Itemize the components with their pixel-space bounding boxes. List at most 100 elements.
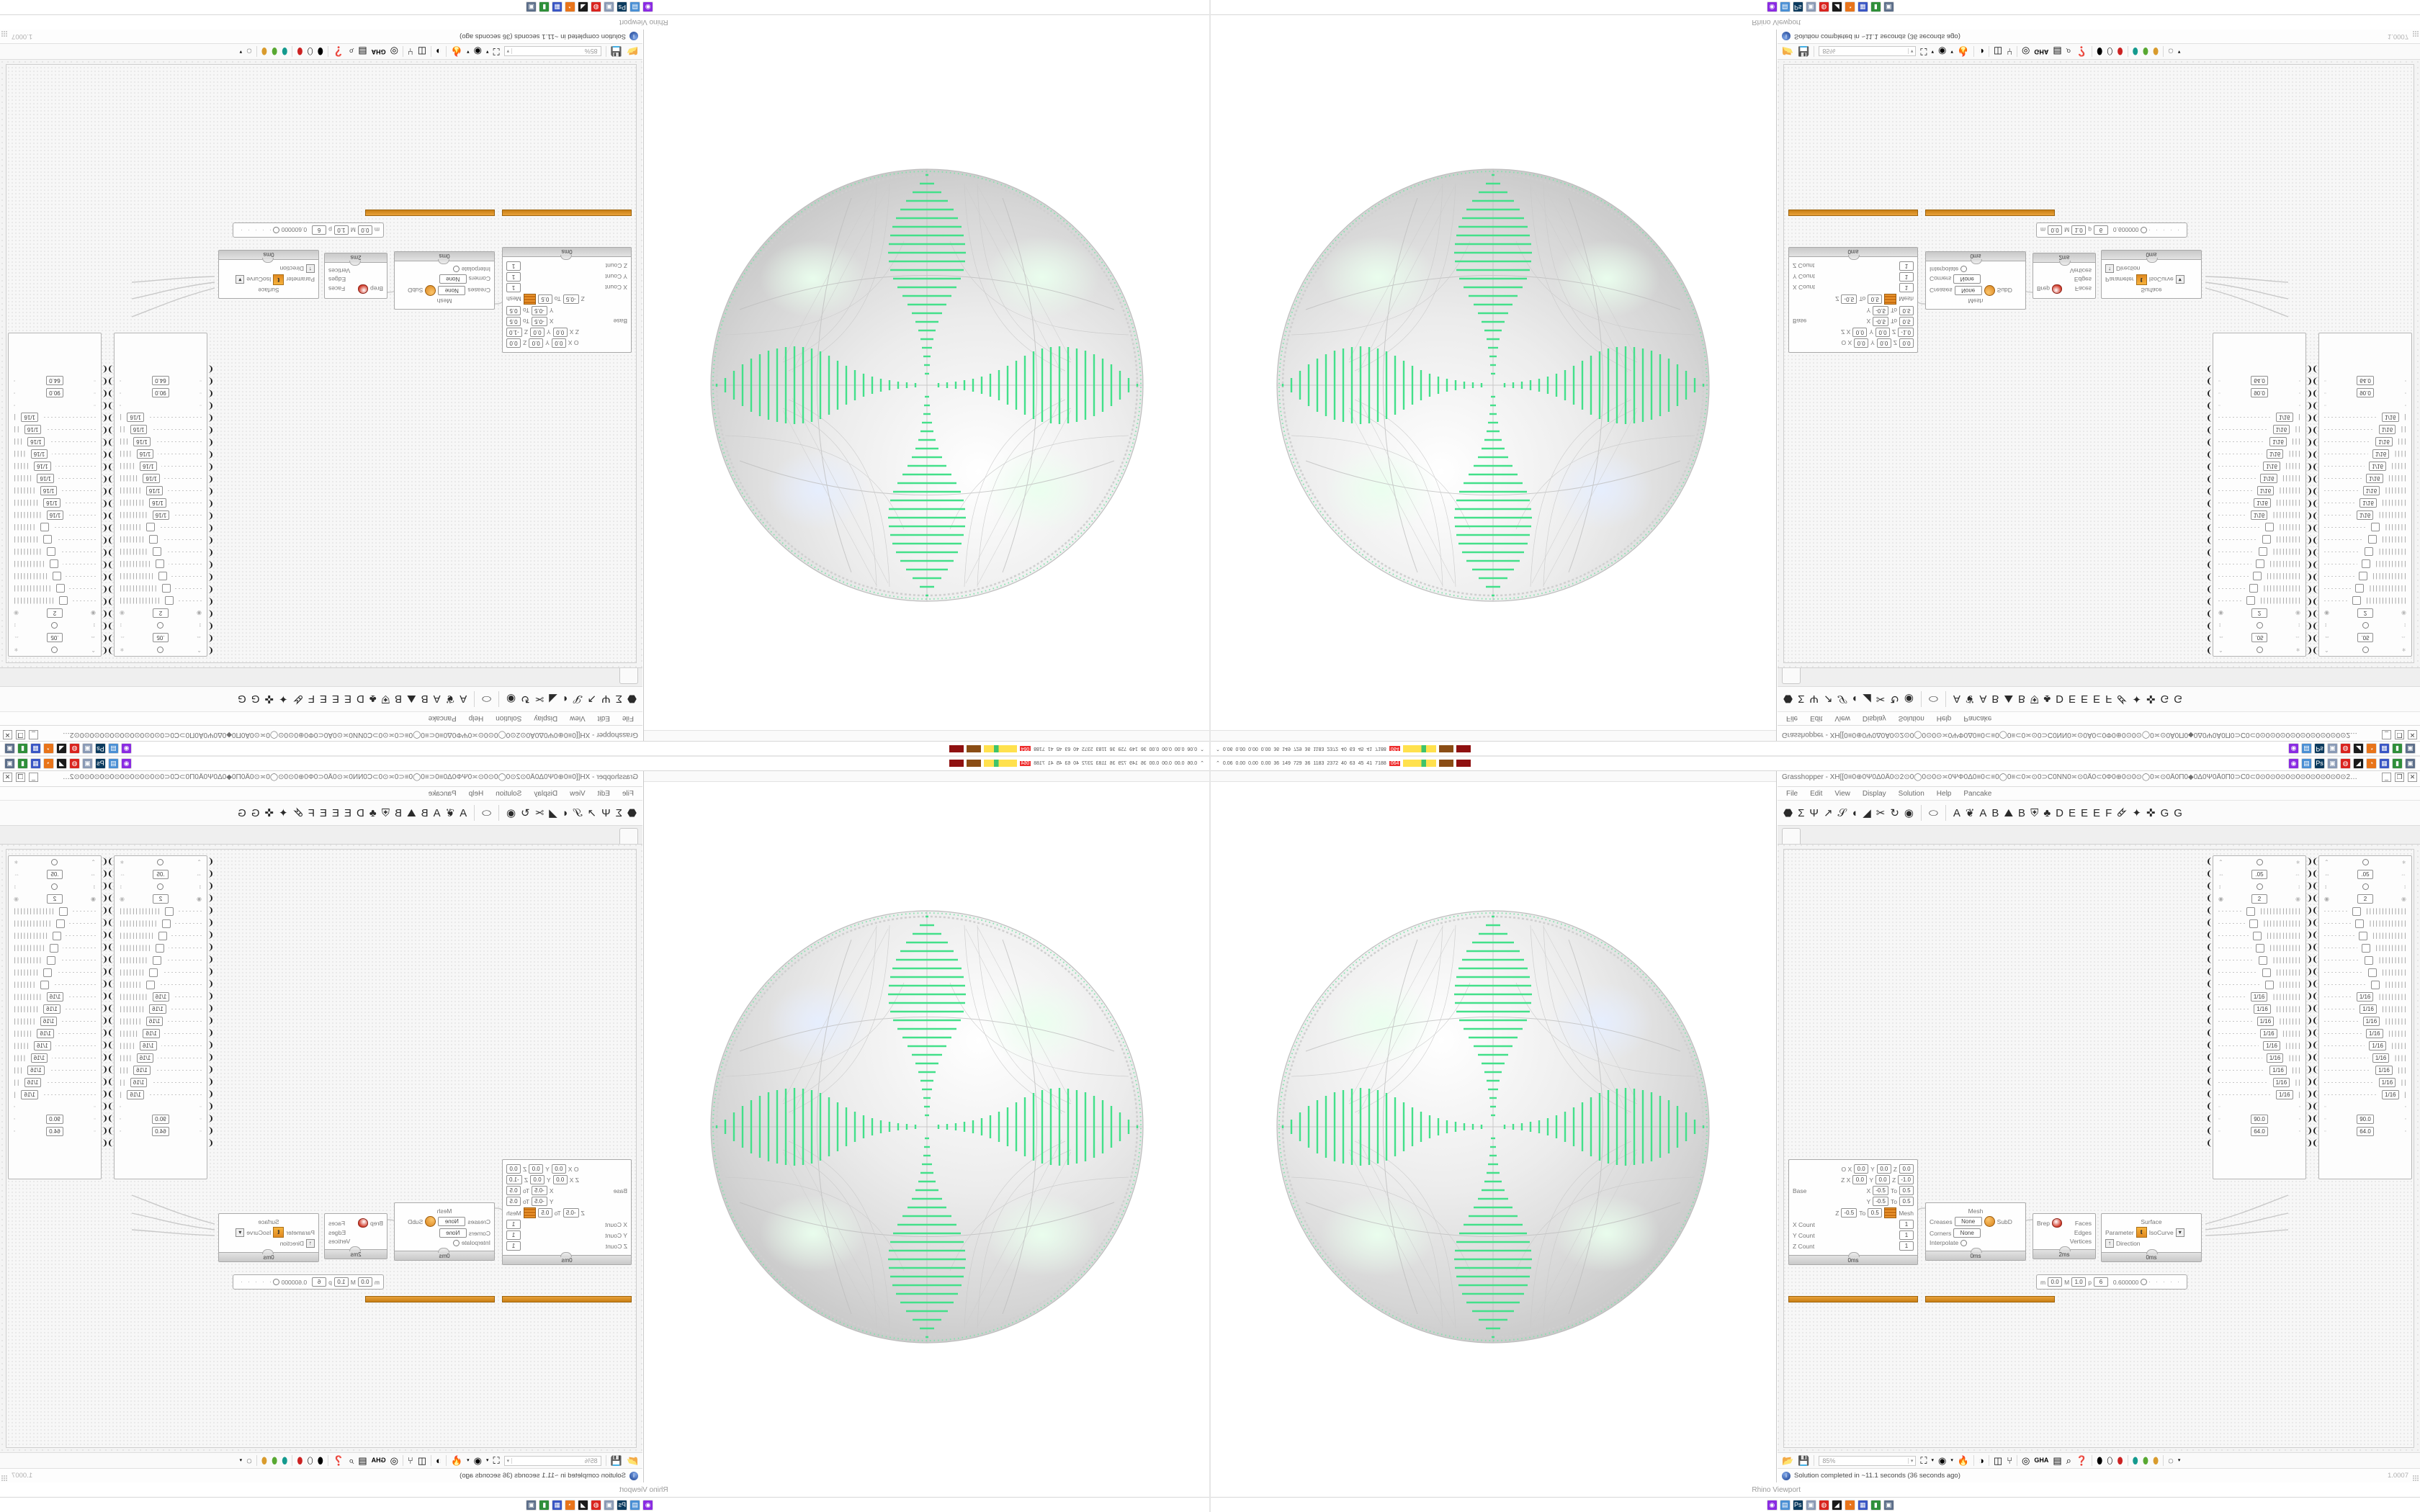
param-pin[interactable]: ❨: [2205, 634, 2213, 642]
param-head-row[interactable]: ⌃ ∗: [115, 644, 207, 656]
taskbar-item-firefox[interactable]: ◔: [2366, 757, 2377, 769]
param-checkbox-row[interactable]: ||||||||||||: [9, 917, 101, 930]
param-pin[interactable]: ❨: [207, 1029, 215, 1038]
param-head-value[interactable]: 2: [2357, 894, 2373, 904]
param-pin[interactable]: ❩: [2411, 644, 2414, 656]
param-fraction-row[interactable]: 1/16 ||||||||: [2213, 1003, 2305, 1015]
param-fraction-value[interactable]: 1/16: [2263, 1041, 2280, 1050]
param-fraction-row[interactable]: 1/16 |||: [115, 1064, 207, 1076]
param-checkbox-row[interactable]: |||||||||||||: [115, 905, 207, 917]
param-pin[interactable]: ❩: [2305, 1041, 2313, 1050]
param-checkbox-row[interactable]: |||||||||||||: [9, 595, 101, 607]
param-pin[interactable]: ❩: [2411, 448, 2414, 460]
menu-item-display[interactable]: Display: [1862, 789, 1886, 798]
param-pin[interactable]: ❩: [2411, 374, 2414, 387]
param-checkbox-row[interactable]: |||||||: [9, 521, 101, 534]
param-checkbox-row[interactable]: ||||||||: [2319, 534, 2411, 546]
param-fraction-value[interactable]: 1/16: [21, 413, 38, 422]
param-pin[interactable]: ❨: [2205, 968, 2213, 976]
window-controls[interactable]: _ ❐ ✕: [2382, 773, 2417, 782]
param-checkbox[interactable]: [161, 919, 171, 928]
param-checkbox[interactable]: [2352, 596, 2361, 606]
param-pin[interactable]: ❨: [207, 389, 215, 397]
param-pin[interactable]: ❨: [207, 474, 215, 483]
param-pin[interactable]: ❨: [2311, 1090, 2319, 1099]
param-checkbox-row[interactable]: |||||||||||||: [9, 905, 101, 917]
param-pin[interactable]: ❨: [101, 474, 109, 483]
param-pin[interactable]: ❨: [207, 511, 215, 520]
taskbar-item-blender[interactable]: ◢: [2353, 743, 2364, 755]
param-pin[interactable]: ❩: [2305, 955, 2313, 964]
param-pin[interactable]: ❩: [2411, 1015, 2414, 1027]
ribbon-icon-e2[interactable]: E: [331, 806, 339, 819]
tab-active-chip[interactable]: [619, 828, 638, 844]
param-pin[interactable]: ❩: [6, 1015, 9, 1027]
viewport-canvas[interactable]: [1210, 771, 1776, 1482]
ribbon-icon-b2[interactable]: B: [394, 806, 402, 819]
param-fraction-value[interactable]: 1/16: [2263, 462, 2280, 471]
param-pin[interactable]: ❩: [2411, 1138, 2414, 1150]
grasshopper-titlebar[interactable]: Grasshopper - XH[[0≡0⊕0Ψ0Δ0Å0⊙2⊙0◯0⊙0⊙≍0…: [0, 725, 642, 741]
intersect-icon[interactable]: ✂: [1876, 806, 1886, 819]
param-checkbox-row[interactable]: |||||||: [115, 521, 207, 534]
curve-icon[interactable]: 𝒮: [573, 693, 583, 706]
param-pin[interactable]: ❩: [2411, 905, 2414, 917]
box-xcount-value[interactable]: 1: [1899, 283, 1914, 292]
maths-icon[interactable]: Σ: [615, 693, 622, 706]
ribbon-toolbar[interactable]: ⬣ Σ Ψ ↗ 𝒮 ◖ ◢ ✂ ↻ ◉ ⬭ A ❦ A B ⛰ B ⛨ ♣ D …: [1778, 801, 2420, 826]
ribbon-icon-a1[interactable]: A: [1953, 693, 1960, 706]
param-head-row[interactable]: ↕ ↕: [2319, 619, 2411, 631]
tab-strip[interactable]: [1778, 826, 2420, 845]
param-checkbox-row[interactable]: ||||||||||: [115, 558, 207, 570]
param-checkbox[interactable]: [2361, 559, 2370, 569]
param-tail-value[interactable]: 64.0: [46, 1127, 63, 1136]
param-pin[interactable]: ❩: [2411, 485, 2414, 497]
param-fraction-row[interactable]: 1/16 ||||||: [2213, 1027, 2305, 1040]
deconstruct-brep-component[interactable]: Brep Faces Edges Vertices 2ms: [324, 253, 387, 299]
param-head-row[interactable]: ⇔ .05 ⇔: [2213, 631, 2305, 644]
param-fraction-value[interactable]: 1/16: [2378, 1078, 2396, 1087]
box-z-from[interactable]: -0.5: [563, 294, 579, 304]
mesh-icon[interactable]: ◢: [1863, 806, 1871, 819]
param-pin[interactable]: ❩: [6, 582, 9, 595]
param-pin[interactable]: ❩: [2411, 1125, 2414, 1138]
rhino-viewport-window[interactable]: [643, 30, 1210, 741]
param-pin-column[interactable]: ❨ ❨ ❨ ❨ ❨ ❨ ❨ ❨ ❨ ❨ ❨ ❨ ❨ ❨ ❨ ❨ ❨ ❨ ❨ ❨ ❨ ❨ ❨ ❨: [2205, 856, 2213, 1179]
taskbar-item-drive[interactable]: ▮: [17, 757, 28, 769]
box-component[interactable]: O X 0.0 Y 0.0 Z 0.0 Z X 0.0 Y 0.0: [1788, 1159, 1918, 1265]
param-tail-row[interactable]: ▫ 90.0 ▫: [2319, 1113, 2411, 1125]
param-pin[interactable]: ❩: [6, 978, 9, 991]
maximize-button[interactable]: ❐: [16, 730, 25, 739]
param-pin-column[interactable]: ❨ ❨ ❨ ❨ ❨ ❨ ❨ ❨ ❨ ❨ ❨ ❨ ❨ ❨ ❨ ❨ ❨ ❨ ❨ ❨ ❨ ❨ ❨ ❨: [207, 856, 215, 1179]
menu-item-edit[interactable]: Edit: [597, 789, 610, 798]
param-pin[interactable]: ❩: [2411, 1089, 2414, 1101]
param-pin[interactable]: ❨: [101, 1139, 109, 1148]
ribbon-icon-e2[interactable]: E: [331, 693, 339, 706]
param-pin[interactable]: ❨: [207, 1053, 215, 1062]
param-head-value[interactable]: 2: [47, 894, 63, 904]
param-fraction-row[interactable]: 1/16 |||||: [2319, 1040, 2411, 1052]
minimize-button[interactable]: _: [29, 730, 38, 739]
param-pin[interactable]: ❨: [2205, 1017, 2213, 1025]
taskbar-item-contacts[interactable]: ▤: [108, 757, 119, 769]
param-head-radio[interactable]: [51, 883, 58, 890]
param-fraction-row[interactable]: 1/16 ||||||||: [9, 1003, 101, 1015]
curve-icon[interactable]: 𝒮: [1837, 806, 1847, 819]
ribbon-icon-e3[interactable]: E: [319, 693, 327, 706]
param-checkbox[interactable]: [2259, 955, 2268, 965]
param-fraction-row[interactable]: 1/16 |||: [2319, 1064, 2411, 1076]
taskbar-item-save[interactable]: ▦: [30, 743, 41, 755]
ribbon-icon-e2[interactable]: E: [2081, 693, 2089, 706]
param-tail-value[interactable]: 90.0: [152, 1115, 169, 1124]
kangaroo-icon[interactable]: ⛨: [2030, 693, 2039, 706]
box-component[interactable]: O X 0.0 Y 0.0 Z 0.0 Z X 0.0 Y 0.0: [502, 1159, 632, 1265]
param-pin[interactable]: ❨: [2311, 1115, 2319, 1123]
lunchbox-icon[interactable]: ♣: [2043, 693, 2051, 706]
param-pin[interactable]: ❨: [207, 955, 215, 964]
taskbar-item-photoshop[interactable]: Ps: [95, 743, 106, 755]
ribbon-icon-f[interactable]: F: [2105, 806, 2112, 819]
param-pin[interactable]: ❨: [2205, 894, 2213, 903]
param-pin[interactable]: ❨: [207, 1078, 215, 1086]
param-checkbox-row[interactable]: |||||||||||||: [115, 595, 207, 607]
menu-bar[interactable]: File Edit View Display Solution Help Pan…: [0, 711, 642, 725]
